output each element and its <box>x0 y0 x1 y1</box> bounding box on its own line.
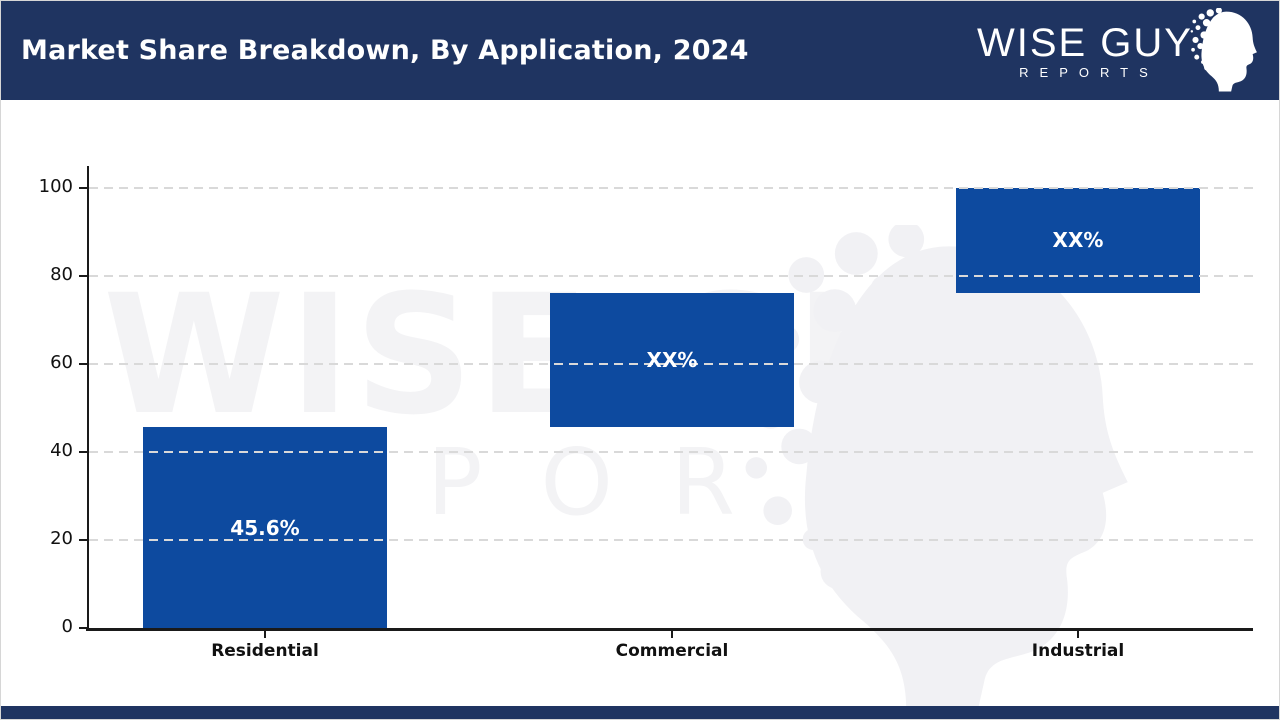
x-tick-mark <box>1077 631 1079 638</box>
category-label-industrial: Industrial <box>1031 641 1125 661</box>
y-tick-label: 20 <box>50 527 73 549</box>
y-tick-mark <box>79 450 87 453</box>
page-title: Market Share Breakdown, By Application, … <box>21 35 749 66</box>
gridline <box>89 186 1253 189</box>
logo-head-icon <box>1190 8 1257 92</box>
footer-bar <box>1 706 1279 719</box>
category-label-residential: Residential <box>211 641 319 661</box>
y-tick-label: 80 <box>50 263 73 285</box>
category-label-commercial: Commercial <box>615 641 729 661</box>
y-tick-mark <box>79 362 87 365</box>
x-tick-mark <box>264 631 266 638</box>
y-tick-label: 40 <box>50 439 73 461</box>
y-tick-label: 100 <box>38 175 73 197</box>
gridline <box>89 538 1253 541</box>
y-tick-mark <box>79 538 87 541</box>
y-axis <box>87 166 89 631</box>
bar-value-label: 45.6% <box>230 515 300 540</box>
logo-subtext: REPORTS <box>1019 65 1159 80</box>
gridline <box>89 450 1253 453</box>
watermark-head-icon <box>742 225 1128 711</box>
y-tick-mark <box>79 627 87 629</box>
bar-residential <box>143 427 387 628</box>
brand-logo: WISE GUY REPORTS <box>977 7 1263 95</box>
x-axis <box>86 628 1253 631</box>
bar-commercial <box>550 293 794 428</box>
bar-value-label: XX% <box>646 348 698 373</box>
y-tick-mark <box>79 274 87 277</box>
brand-logo-text: WISE GUY REPORTS <box>977 22 1193 80</box>
header: Market Share Breakdown, By Application, … <box>1 1 1279 100</box>
y-tick-label: 60 <box>50 351 73 373</box>
logo-wordmark: WISE GUY <box>976 21 1193 65</box>
gridline <box>89 362 1253 365</box>
y-tick-label: 0 <box>61 616 73 637</box>
x-tick-mark <box>671 631 673 638</box>
y-tick-mark <box>79 186 87 189</box>
bar-value-label: XX% <box>1052 228 1104 253</box>
gridline <box>89 274 1253 277</box>
